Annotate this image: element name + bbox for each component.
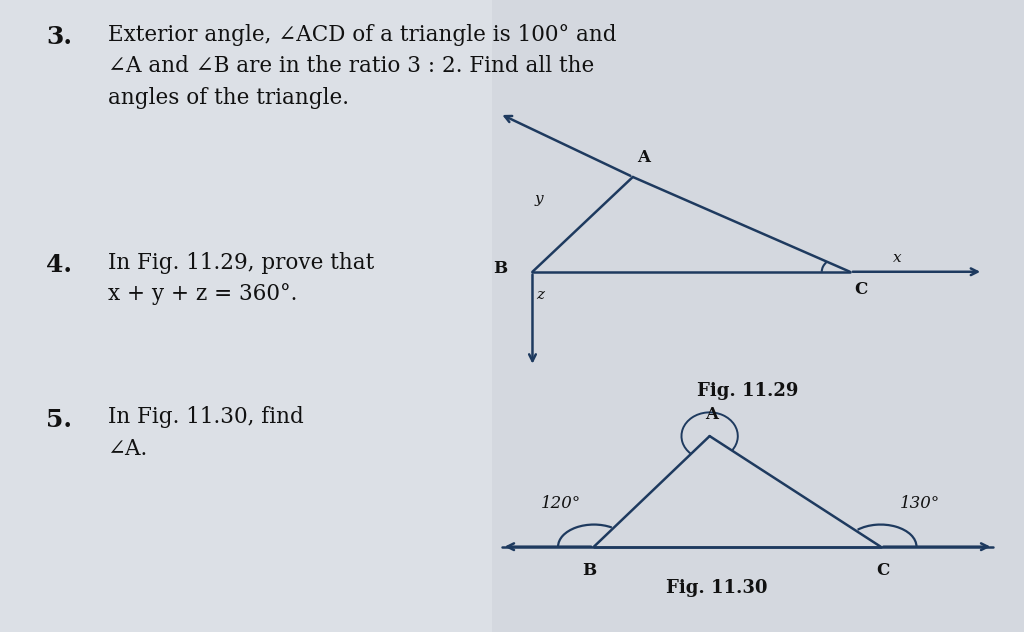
Text: 120°: 120°: [541, 495, 582, 512]
Text: In Fig. 11.29, prove that
x + y + z = 360°.: In Fig. 11.29, prove that x + y + z = 36…: [108, 252, 374, 305]
Text: 4.: 4.: [46, 253, 72, 277]
Text: x: x: [893, 252, 901, 265]
Text: 3.: 3.: [46, 25, 72, 49]
Text: Fig. 11.30: Fig. 11.30: [666, 580, 768, 597]
Text: z: z: [537, 288, 545, 301]
Text: 130°: 130°: [899, 495, 940, 512]
Text: A: A: [706, 406, 718, 423]
Text: B: B: [493, 260, 507, 277]
Text: A: A: [637, 149, 650, 166]
Text: B: B: [582, 562, 596, 580]
Text: C: C: [877, 562, 889, 580]
Text: y: y: [535, 192, 543, 206]
Text: C: C: [854, 281, 867, 298]
Text: In Fig. 11.30, find
∠A.: In Fig. 11.30, find ∠A.: [108, 406, 303, 459]
Text: Fig. 11.29: Fig. 11.29: [697, 382, 798, 400]
Text: Exterior angle, ∠ACD of a triangle is 100° and
∠A and ∠B are in the ratio 3 : 2.: Exterior angle, ∠ACD of a triangle is 10…: [108, 24, 616, 109]
Text: 5.: 5.: [46, 408, 72, 432]
Bar: [0, 0, 492, 632]
